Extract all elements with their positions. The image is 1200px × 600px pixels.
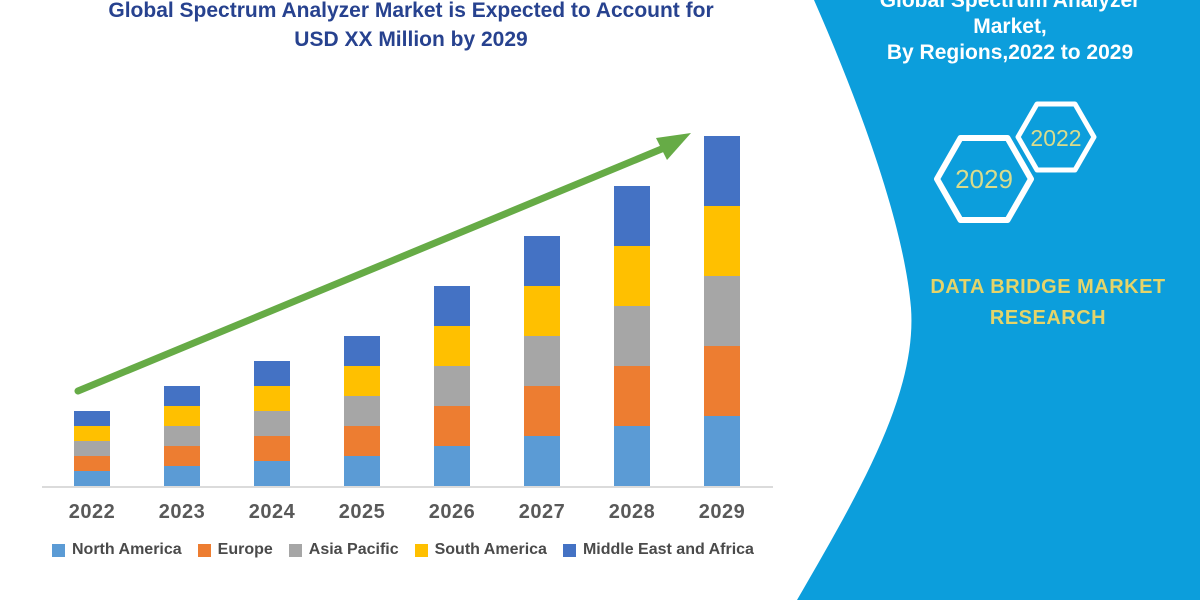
brand-name: DATA BRIDGE MARKET RESEARCH: [917, 272, 1179, 334]
bar-segment-south-america: [434, 326, 470, 366]
bar-2027: [524, 236, 560, 486]
x-axis-label-2027: 2027: [518, 501, 566, 523]
sidebar-title: Global Spectrum Analyzer Market, By Regi…: [845, 0, 1175, 66]
chart-title-line1: Global Spectrum Analyzer Market is Expec…: [108, 0, 714, 22]
bar-segment-asia-pacific: [704, 276, 740, 346]
bar-segment-south-america: [164, 406, 200, 426]
bar-segment-europe: [74, 456, 110, 471]
bar-segment-middle-east-and-africa: [74, 411, 110, 426]
x-axis-label-2026: 2026: [428, 501, 476, 523]
bar-segment-asia-pacific: [434, 366, 470, 406]
bar-segment-asia-pacific: [164, 426, 200, 446]
legend-item-europe: Europe: [197, 541, 273, 559]
legend-item-south-america: South America: [414, 541, 547, 559]
bar-segment-north-america: [524, 436, 560, 486]
bar-segment-asia-pacific: [614, 306, 650, 366]
brand-name-line2: RESEARCH: [989, 307, 1107, 329]
x-axis-line: [42, 486, 773, 488]
bar-segment-europe: [344, 426, 380, 456]
bar-segment-north-america: [704, 416, 740, 486]
legend-item-middle-east-and-africa: Middle East and Africa: [562, 541, 754, 559]
legend-swatch-icon: [414, 543, 428, 557]
bar-segment-middle-east-and-africa: [704, 136, 740, 206]
bar-segment-asia-pacific: [254, 411, 290, 436]
bar-segment-asia-pacific: [74, 441, 110, 456]
bar-2025: [344, 336, 380, 486]
legend-item-north-america: North America: [52, 541, 182, 559]
brand-name-line1: DATA BRIDGE MARKET: [930, 276, 1166, 298]
legend-swatch-icon: [197, 543, 211, 557]
sidebar-title-line2: By Regions,2022 to 2029: [886, 41, 1134, 64]
legend-label: Middle East and Africa: [582, 541, 754, 558]
x-axis-label-2024: 2024: [248, 501, 296, 523]
bar-segment-middle-east-and-africa: [614, 186, 650, 246]
bar-segment-north-america: [614, 426, 650, 486]
bar-2024: [254, 361, 290, 486]
legend-label: North America: [72, 541, 182, 558]
bar-segment-europe: [254, 436, 290, 461]
bar-segment-south-america: [524, 286, 560, 336]
bar-2022: [74, 411, 110, 486]
bar-segment-north-america: [254, 461, 290, 486]
bar-2023: [164, 386, 200, 486]
bar-segment-south-america: [614, 246, 650, 306]
chart-title: Global Spectrum Analyzer Market is Expec…: [0, 0, 822, 54]
bar-2026: [434, 286, 470, 486]
bar-segment-north-america: [74, 471, 110, 486]
bar-segment-europe: [524, 386, 560, 436]
bar-segment-south-america: [344, 366, 380, 396]
legend-label: Europe: [217, 541, 273, 558]
bar-segment-europe: [434, 406, 470, 446]
sidebar-background-shape: [797, 0, 1200, 600]
x-axis-label-2029: 2029: [698, 501, 746, 523]
bar-segment-north-america: [344, 456, 380, 486]
bar-segment-south-america: [74, 426, 110, 441]
chart-title-line2: USD XX Million by 2029: [294, 28, 528, 51]
x-axis-label-2023: 2023: [158, 501, 206, 523]
bar-segment-middle-east-and-africa: [524, 236, 560, 286]
bar-segment-north-america: [434, 446, 470, 486]
bar-segment-europe: [704, 346, 740, 416]
bar-segment-north-america: [164, 466, 200, 486]
legend-swatch-icon: [52, 543, 65, 557]
legend-swatch-icon: [562, 543, 576, 557]
bar-2028: [614, 186, 650, 486]
bar-segment-middle-east-and-africa: [164, 386, 200, 406]
trend-arrow-icon: [74, 133, 691, 395]
bar-segment-middle-east-and-africa: [254, 361, 290, 386]
bar-segment-europe: [164, 446, 200, 466]
hexagon-2022-icon: [1015, 101, 1097, 173]
x-axis-label-2022: 2022: [68, 501, 116, 523]
hexagon-2022-label: 2022: [1030, 125, 1082, 151]
hexagon-2029-icon: [934, 135, 1034, 223]
legend-label: Asia Pacific: [308, 541, 399, 558]
legend-label: South America: [434, 541, 547, 558]
sidebar-title-line1: Global Spectrum Analyzer Market,: [879, 0, 1141, 38]
hexagon-2029-label: 2029: [955, 164, 1013, 194]
bar-segment-south-america: [704, 206, 740, 276]
x-axis-label-2028: 2028: [608, 501, 656, 523]
bar-segment-middle-east-and-africa: [344, 336, 380, 366]
x-axis-label-2025: 2025: [338, 501, 386, 523]
chart-legend: North America Europe Asia Pacific South Ame…: [52, 541, 754, 559]
legend-swatch-icon: [288, 543, 302, 557]
bar-segment-south-america: [254, 386, 290, 411]
bar-segment-middle-east-and-africa: [434, 286, 470, 326]
bar-segment-asia-pacific: [344, 396, 380, 426]
bar-segment-asia-pacific: [524, 336, 560, 386]
bar-segment-europe: [614, 366, 650, 426]
bar-2029: [704, 136, 740, 486]
legend-item-asia-pacific: Asia Pacific: [288, 541, 399, 559]
